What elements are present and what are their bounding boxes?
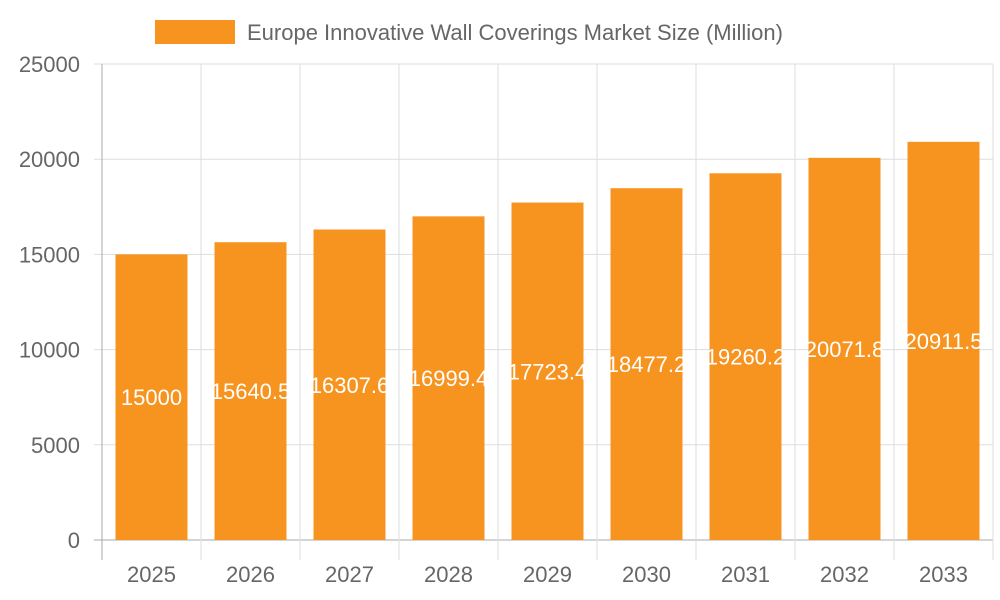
bar <box>412 216 485 540</box>
bar <box>511 202 584 541</box>
x-tick-label: 2027 <box>325 562 374 587</box>
y-tick-label: 20000 <box>19 147 80 172</box>
bar <box>610 188 683 541</box>
x-tick-label: 2026 <box>226 562 275 587</box>
bar <box>313 229 386 540</box>
bar <box>709 173 782 540</box>
data-label: 20911.5 <box>905 329 983 354</box>
data-label: 16307.6 <box>310 373 390 398</box>
legend-label: Europe Innovative Wall Coverings Market … <box>247 20 783 45</box>
x-tick-label: 2029 <box>523 562 572 587</box>
x-tick-label: 2031 <box>721 562 770 587</box>
data-label: 15640.5 <box>211 379 291 404</box>
y-tick-label: 10000 <box>19 338 80 363</box>
y-tick-label: 5000 <box>31 433 80 458</box>
bar <box>115 254 188 540</box>
bar <box>907 141 980 541</box>
data-label: 16999.4 <box>409 366 489 391</box>
bar <box>808 157 881 540</box>
y-tick-label: 25000 <box>19 52 80 77</box>
x-tick-label: 2030 <box>622 562 671 587</box>
x-tick-label: 2025 <box>127 562 176 587</box>
y-tick-label: 15000 <box>19 242 80 267</box>
x-tick-label: 2032 <box>820 562 869 587</box>
x-tick-label: 2028 <box>424 562 473 587</box>
data-label: 19260.2 <box>706 345 786 370</box>
bar <box>214 242 287 540</box>
data-label: 17723.4 <box>508 359 588 384</box>
y-tick-label: 0 <box>68 528 80 553</box>
x-tick-label: 2033 <box>919 562 968 587</box>
data-label: 15000 <box>121 385 182 410</box>
legend-swatch <box>155 20 235 44</box>
data-label: 18477.2 <box>607 352 687 377</box>
data-label: 20071.8 <box>805 337 885 362</box>
